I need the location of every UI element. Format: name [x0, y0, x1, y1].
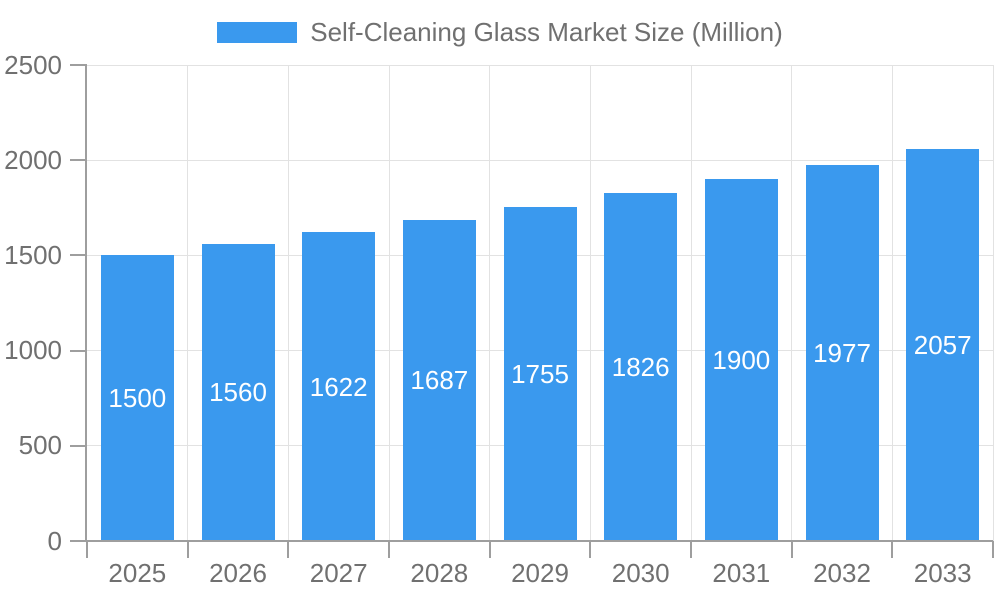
x-axis-tick — [186, 541, 189, 558]
legend-swatch — [217, 21, 298, 43]
x-axis-tick — [690, 541, 692, 558]
x-gridline — [891, 65, 893, 541]
x-axis-tick — [790, 541, 793, 558]
x-gridline — [388, 65, 390, 541]
bar[interactable] — [704, 179, 778, 541]
y-axis-tick — [70, 64, 87, 66]
bar-value-label: 1900 — [712, 345, 771, 376]
x-axis-line — [87, 540, 993, 542]
y-axis-tick — [70, 540, 87, 542]
y-axis-tick — [70, 444, 87, 447]
bar-value-label: 2057 — [913, 330, 972, 361]
x-tick-label: 2028 — [410, 558, 469, 588]
bar[interactable] — [503, 206, 577, 541]
x-axis-tick — [589, 541, 592, 558]
y-gridline — [87, 64, 993, 66]
chart-legend[interactable]: Self-Cleaning Glass Market Size (Million… — [0, 14, 1000, 50]
bar[interactable] — [604, 193, 678, 541]
y-tick-label: 2500 — [4, 49, 62, 80]
x-axis-tick — [992, 541, 994, 558]
x-tick-label: 2026 — [209, 558, 267, 588]
y-axis-tick — [70, 159, 87, 162]
x-axis-tick — [488, 541, 491, 558]
bar[interactable] — [402, 219, 476, 541]
x-gridline — [992, 65, 994, 541]
y-axis-tick — [70, 349, 87, 352]
x-tick-label: 2031 — [712, 558, 771, 588]
x-tick-label: 2032 — [813, 558, 871, 588]
x-gridline — [589, 65, 591, 541]
x-gridline — [690, 65, 692, 541]
y-axis-line — [85, 65, 87, 541]
y-tick-label: 1500 — [4, 239, 62, 270]
y-gridline — [87, 159, 993, 161]
y-tick-label: 500 — [18, 430, 62, 461]
bar[interactable] — [100, 255, 174, 541]
x-tick-label: 2027 — [309, 558, 368, 588]
x-gridline — [187, 65, 189, 541]
y-tick-label: 0 — [47, 525, 62, 556]
x-tick-label: 2033 — [913, 558, 972, 588]
bar[interactable] — [201, 243, 275, 541]
x-axis-tick — [86, 541, 88, 558]
x-tick-label: 2025 — [108, 558, 167, 588]
bar-value-label: 1687 — [410, 365, 469, 396]
x-axis-tick — [891, 541, 894, 558]
x-gridline — [489, 65, 491, 541]
bar-value-label: 1755 — [511, 358, 569, 389]
bar-value-label: 1622 — [309, 371, 368, 402]
bar-value-label: 1500 — [108, 383, 167, 414]
x-tick-label: 2029 — [511, 558, 569, 588]
bar-value-label: 1560 — [209, 377, 267, 408]
bar[interactable] — [302, 232, 376, 541]
y-axis-tick — [70, 254, 87, 257]
bar-value-label: 1977 — [813, 337, 871, 368]
bar[interactable] — [805, 164, 879, 541]
x-axis-tick — [287, 541, 290, 558]
bar-value-label: 1826 — [611, 352, 670, 383]
bar[interactable] — [906, 149, 980, 541]
x-tick-label: 2030 — [611, 558, 670, 588]
legend-label: Self-Cleaning Glass Market Size (Million… — [310, 17, 783, 47]
y-tick-label: 2000 — [4, 144, 62, 175]
x-gridline — [791, 65, 793, 541]
x-gridline — [287, 65, 289, 541]
y-tick-label: 1000 — [4, 335, 62, 366]
x-axis-tick — [388, 541, 390, 558]
